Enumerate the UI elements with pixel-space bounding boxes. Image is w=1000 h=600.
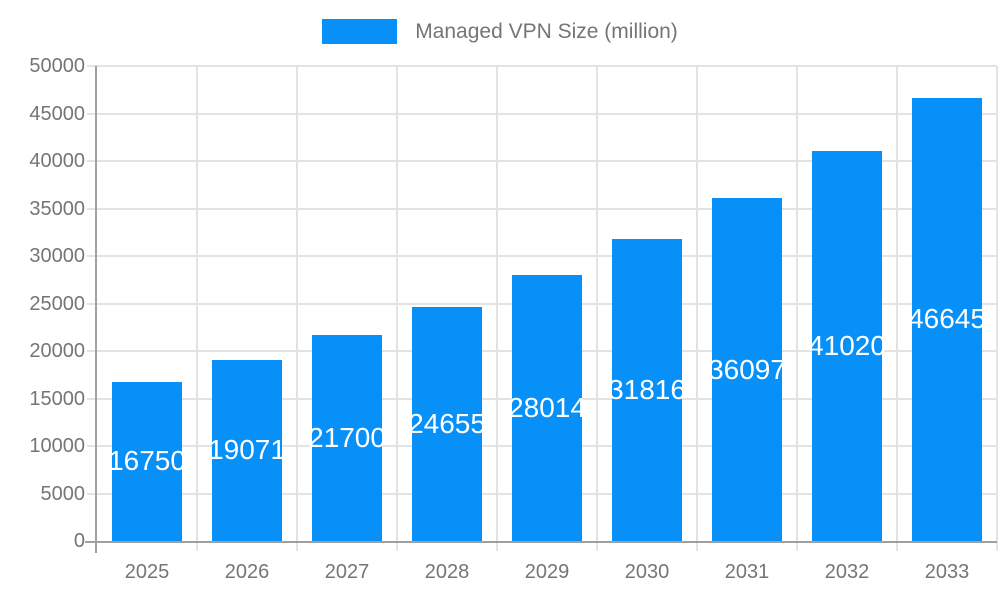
- x-tick-label: 2029: [524, 561, 570, 583]
- gridline-h: [87, 65, 997, 67]
- bar-2031[interactable]: 36097: [708, 198, 786, 541]
- bar-value-label: 21700: [308, 421, 386, 453]
- y-tick-label: 15000: [29, 387, 85, 410]
- bar-value-label: 16750: [108, 445, 186, 477]
- x-tick-label: 2031: [724, 561, 770, 583]
- bar-2032[interactable]: 41020: [808, 151, 886, 541]
- gridline-h: [87, 160, 997, 162]
- gridline-v: [296, 66, 298, 551]
- x-tick-label: 2027: [324, 561, 370, 583]
- x-tick-label: 2028: [424, 561, 470, 583]
- y-tick-label: 40000: [29, 150, 85, 172]
- x-tick-label: 2025: [124, 561, 170, 583]
- gridline-v: [696, 66, 698, 551]
- x-axis-line: [85, 541, 997, 543]
- bar-2025[interactable]: 16750: [108, 381, 186, 541]
- y-tick-label: 0: [73, 530, 85, 552]
- bar-2029[interactable]: 28014: [508, 274, 586, 541]
- bar-value-label: 28014: [508, 391, 586, 423]
- x-tick-label: 2032: [824, 561, 870, 583]
- bar-2026[interactable]: 19071: [208, 359, 286, 541]
- gridline-v: [396, 66, 398, 551]
- x-tick-label: 2033: [924, 561, 970, 583]
- legend-label: Managed VPN Size (million): [415, 19, 678, 43]
- gridline-h: [87, 255, 997, 257]
- legend[interactable]: Managed VPN Size (million): [0, 19, 1000, 44]
- y-tick-label: 10000: [29, 435, 85, 457]
- gridline-v: [496, 66, 498, 551]
- gridline-v: [896, 66, 898, 551]
- gridline-v: [196, 66, 198, 551]
- y-tick-label: 5000: [40, 482, 86, 505]
- legend-swatch: [322, 19, 398, 44]
- gridline-v: [596, 66, 598, 551]
- gridline-h: [87, 112, 997, 115]
- y-tick-label: 35000: [29, 197, 85, 220]
- bar-2033[interactable]: 46645: [908, 97, 986, 541]
- bar-2028[interactable]: 24655: [408, 306, 486, 541]
- bar-value-label: 36097: [708, 353, 786, 385]
- bar-2030[interactable]: 31816: [608, 238, 686, 541]
- bar-2027[interactable]: 21700: [308, 334, 386, 541]
- y-tick-label: 20000: [29, 340, 85, 362]
- gridline-h: [87, 207, 997, 210]
- gridline-v: [996, 66, 998, 551]
- bar-value-label: 19071: [208, 434, 286, 466]
- y-axis-line: [95, 66, 97, 553]
- y-tick-label: 30000: [29, 245, 85, 267]
- y-tick-label: 50000: [29, 55, 85, 77]
- x-tick-label: 2026: [224, 561, 270, 583]
- bar-value-label: 46645: [908, 303, 986, 335]
- plot-area: 0 5000 10000 15000 20000 25000 30000 35000 40000…: [29, 55, 998, 583]
- bar-value-label: 31816: [608, 373, 686, 405]
- gridline-v: [796, 66, 798, 551]
- bar-value-label: 41020: [808, 330, 886, 362]
- y-tick-label: 25000: [29, 292, 85, 315]
- x-tick-label: 2030: [624, 561, 670, 583]
- bar-value-label: 24655: [408, 407, 486, 439]
- y-tick-label: 45000: [29, 102, 85, 125]
